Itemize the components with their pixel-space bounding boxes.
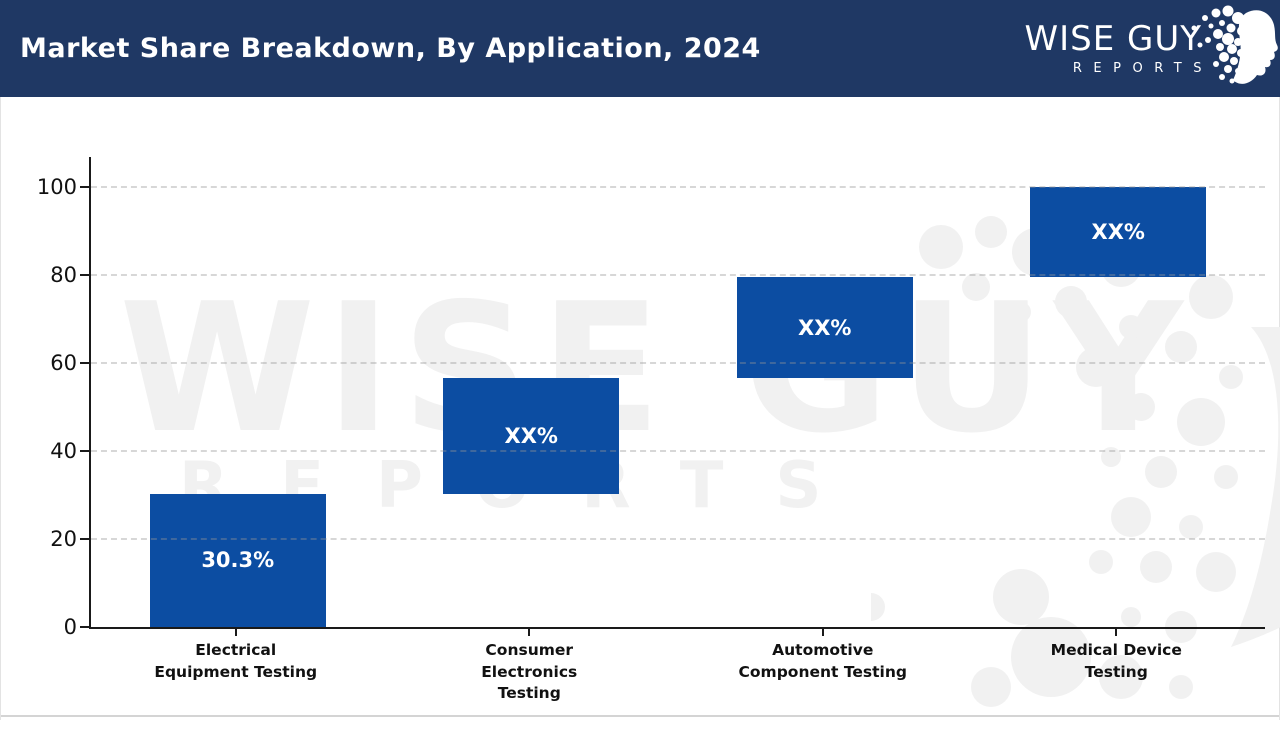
- bar-value-label: 30.3%: [201, 548, 275, 573]
- y-tick-mark: [80, 274, 89, 276]
- bar-3: XX%: [736, 277, 913, 378]
- bar-value-label: XX%: [798, 315, 852, 340]
- y-tick-label: 0: [63, 615, 77, 639]
- header-banner: Market Share Breakdown, By Application, …: [0, 0, 1280, 97]
- y-tick-label: 100: [36, 175, 77, 199]
- logo-subtitle: REPORTS: [1072, 60, 1213, 76]
- logo-text: WISE GUY REPORTS: [1024, 19, 1202, 75]
- watermark-wordmark: WISE GUY: [119, 265, 1193, 472]
- y-tick-mark: [80, 626, 89, 628]
- gridline-80: [91, 274, 1265, 276]
- bar-value-label: XX%: [1091, 220, 1145, 245]
- y-tick-mark: [80, 450, 89, 452]
- y-tick-mark: [80, 186, 89, 188]
- x-tick-mark: [1115, 627, 1118, 636]
- x-category-label: Electrical Equipment Testing: [154, 641, 318, 681]
- y-tick-label: 80: [50, 263, 77, 287]
- bar-2: XX%: [443, 377, 620, 494]
- y-tick-label: 40: [50, 439, 77, 463]
- gridline-40: [91, 450, 1265, 452]
- y-tick-mark: [80, 362, 89, 364]
- dotted-head-icon: [1191, 5, 1278, 84]
- x-tick-mark: [821, 627, 824, 636]
- bottom-divider: [1, 715, 1279, 717]
- logo-wordmark: WISE GUY: [1024, 19, 1202, 59]
- watermark-dotted-head: [871, 216, 1280, 707]
- gridline-60: [91, 362, 1265, 364]
- bar-4: XX%: [1030, 187, 1207, 278]
- x-tick-mark: [234, 627, 237, 636]
- chart-canvas: WISE GUY REPORTS 30.3%XX%XX%XX% 02040608…: [0, 97, 1280, 720]
- gridline-20: [91, 538, 1265, 540]
- bar-1: 30.3%: [149, 493, 326, 627]
- x-category-label: Consumer Electronics Testing: [481, 641, 578, 703]
- x-category-label: Medical Device Testing: [1050, 641, 1182, 681]
- y-tick-label: 20: [50, 527, 77, 551]
- x-tick-mark: [528, 627, 531, 636]
- report-page: { "header": { "title": "Market Share Bre…: [0, 0, 1280, 720]
- y-tick-mark: [80, 538, 89, 540]
- plot-area: 30.3% XX% XX% XX%: [89, 157, 1265, 629]
- gridline-100: [91, 186, 1265, 188]
- page-title: Market Share Breakdown, By Application, …: [20, 33, 761, 64]
- x-category-label: Automotive Component Testing: [738, 641, 907, 681]
- bar-value-label: XX%: [504, 423, 558, 448]
- wise-guy-reports-logo: WISE GUY REPORTS: [980, 0, 1280, 97]
- y-tick-label: 60: [50, 351, 77, 375]
